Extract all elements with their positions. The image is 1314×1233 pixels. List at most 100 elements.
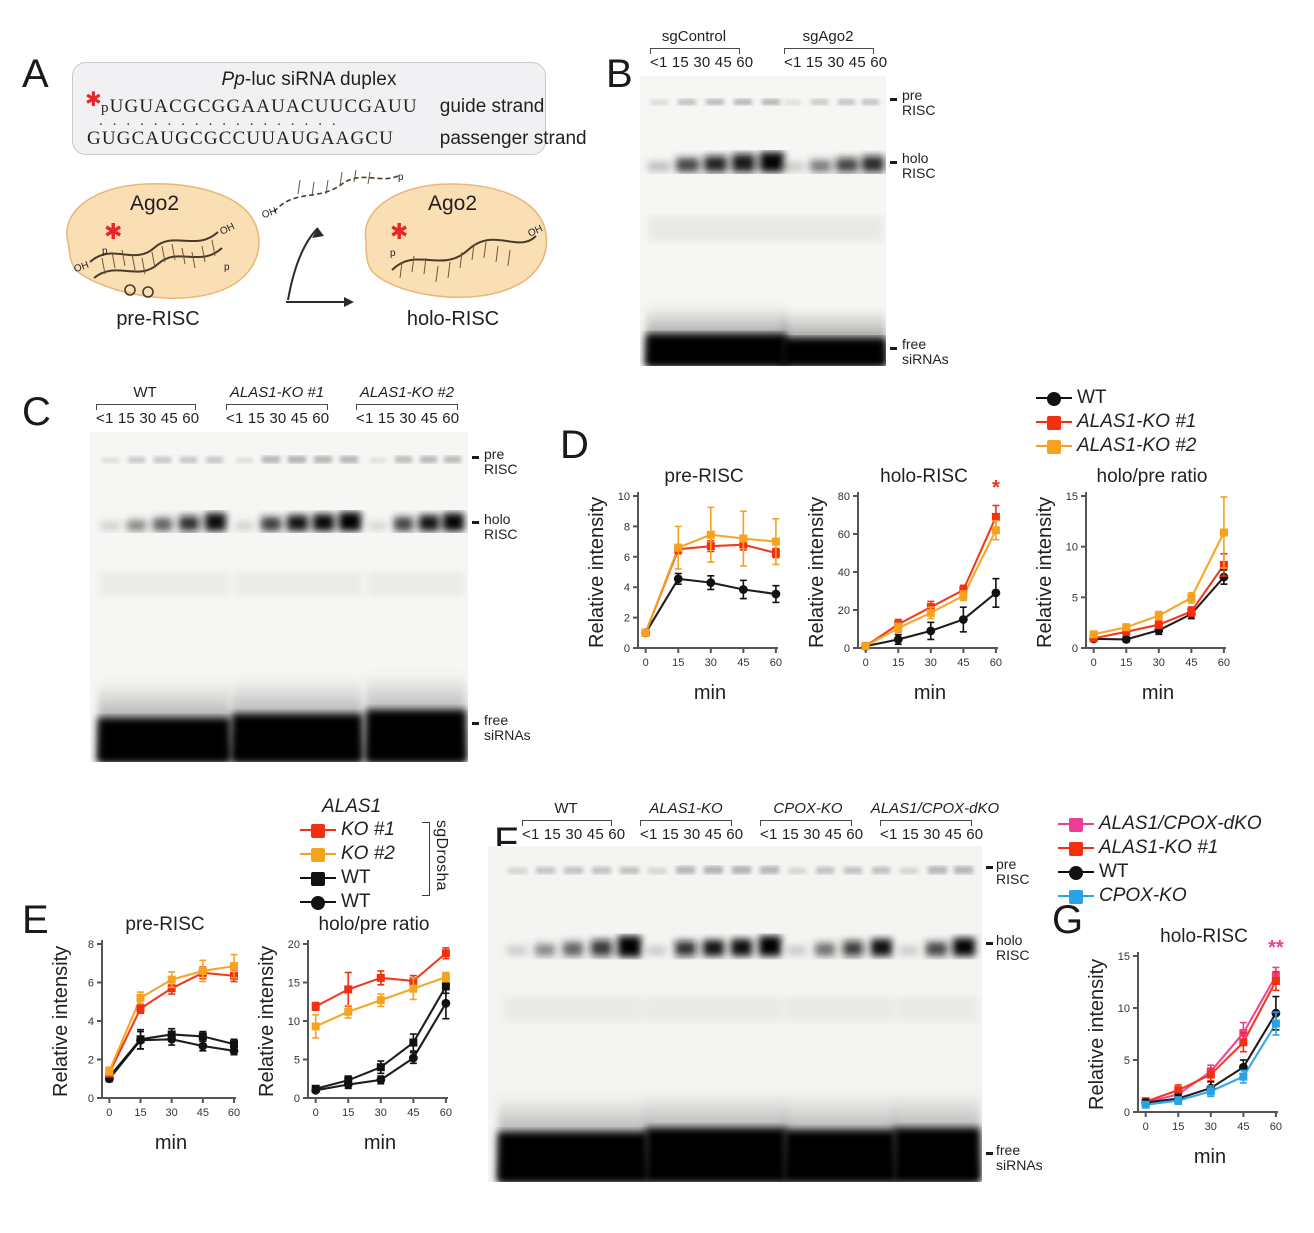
gel-f-tick-free: [986, 1152, 993, 1155]
legend-item[interactable]: ALAS1/CPOX-dKO: [1058, 812, 1262, 836]
legend-item[interactable]: ALAS1-KO #2: [1036, 434, 1196, 458]
svg-text:5: 5: [1124, 1055, 1130, 1067]
svg-text:20: 20: [288, 939, 300, 951]
svg-text:60: 60: [770, 657, 782, 669]
gel-c-group-1: ALAS1-KO #1: [229, 384, 325, 401]
p-label-left: p: [102, 246, 108, 257]
svg-text:10: 10: [1066, 542, 1078, 554]
gel-c-bracket-2: [356, 404, 458, 410]
chart-xlabel: min: [154, 1132, 188, 1154]
panel-label-d: D: [560, 423, 589, 467]
gel-c-tick-holo: [472, 521, 479, 524]
chart-E2: 0 5 10 15 20 0 15 30 45 60: [288, 939, 452, 1119]
legend-label: CPOX-KO: [1099, 885, 1187, 906]
svg-text:*: *: [992, 477, 1000, 499]
gel-b-bracket-0: [650, 48, 740, 54]
legend-marker-icon: [300, 844, 336, 864]
chart-ylabel: Relative intensity: [1086, 958, 1108, 1110]
legend-panel-g: ALAS1/CPOX-dKO ALAS1-KO #1 WT CPOX-KO: [1058, 812, 1262, 908]
svg-text:5: 5: [294, 1055, 300, 1067]
legend-marker-icon: [1058, 838, 1094, 858]
gel-b-bracket-1: [784, 48, 874, 54]
legend-marker-icon: [300, 820, 336, 840]
panel-label-e: E: [22, 898, 49, 942]
svg-text:0: 0: [643, 657, 649, 669]
passenger-strand-label: passenger strand: [439, 128, 587, 149]
legend-item[interactable]: WT: [1036, 386, 1196, 410]
legend-item[interactable]: ALAS1-KO #1: [1058, 836, 1262, 860]
svg-text:10: 10: [1118, 1003, 1130, 1015]
svg-text:5: 5: [1072, 592, 1078, 604]
holo-risc-caption: holo-RISC: [406, 308, 500, 330]
legend-marker-icon: [1058, 862, 1094, 882]
gel-b-tick-pre: [890, 98, 897, 101]
legend-panel-e: KO #1 KO #2 WT WT: [300, 818, 395, 914]
legend-item[interactable]: ALAS1-KO #1: [1036, 410, 1196, 434]
p-label-right: p: [390, 248, 396, 259]
svg-text:10: 10: [288, 1016, 300, 1028]
gel-c-label-free: free siRNAs: [484, 712, 531, 744]
svg-text:15: 15: [342, 1107, 354, 1119]
chart-G1: 0 5 10 15 0 15 30 45 60 **: [1118, 937, 1284, 1133]
gel-f-tick-holo: [986, 942, 993, 945]
legend-item[interactable]: CPOX-KO: [1058, 884, 1262, 908]
gel-b-label-holo: holo RISC: [902, 150, 936, 182]
chart-D3: 0 5 10 15 0 15 30 45 60: [1066, 491, 1230, 669]
guide-phosphate: p: [101, 100, 110, 116]
chart-E1: 0 2 4 6 8 0 15 30 45 60: [88, 939, 240, 1119]
legend-item[interactable]: WT: [1058, 860, 1262, 884]
svg-text:15: 15: [1120, 657, 1132, 669]
gel-b-label-pre: pre RISC: [902, 87, 936, 119]
passenger-sequence: GUGCAUGCGCCUUAUGAAGCU: [87, 127, 395, 149]
legend-label: ALAS1/CPOX-dKO: [1099, 813, 1262, 834]
gel-f-bracket-0: [522, 820, 612, 826]
chart-xlabel: min: [363, 1132, 397, 1154]
ago2-label-left: Ago2: [130, 192, 180, 215]
gel-c-tick-free: [472, 722, 479, 725]
chart-title: holo/pre ratio: [318, 914, 430, 935]
svg-text:45: 45: [1185, 657, 1197, 669]
svg-text:45: 45: [737, 657, 749, 669]
chart-title: pre-RISC: [125, 914, 205, 935]
chart-D2: 0 20 40 60 80 0 15 30 45 60 *: [838, 477, 1002, 669]
gel-b-timepoints-1: <1 15 30 45 60: [784, 54, 888, 71]
svg-text:45: 45: [1237, 1121, 1249, 1133]
svg-text:0: 0: [624, 643, 630, 655]
plot-E1: 0 2 4 6 8 0 15 30 45 60 pre-RISC min Relative intens…: [50, 914, 246, 1154]
p-label-left2: p: [224, 262, 230, 273]
plot-E2: 0 5 10 15 20 0 15 30 45 60 holo/pre ratio min Relati…: [256, 914, 458, 1154]
legend-marker-icon: [1036, 436, 1072, 456]
gel-f-bracket-3: [880, 820, 972, 826]
legend-item[interactable]: WT: [300, 866, 395, 890]
legend-marker-icon: [300, 868, 336, 888]
svg-text:15: 15: [1066, 491, 1078, 503]
legend-item[interactable]: KO #2: [300, 842, 395, 866]
duplex-title-italic: Pp: [221, 69, 245, 90]
chart-ylabel: Relative intensity: [1034, 496, 1056, 648]
svg-text:20: 20: [838, 605, 850, 617]
chart-title: holo/pre ratio: [1096, 466, 1208, 487]
legend-label: ALAS1-KO #2: [1077, 435, 1197, 456]
legend-marker-icon: [1036, 412, 1072, 432]
legend-item[interactable]: KO #1: [300, 818, 395, 842]
svg-text:45: 45: [197, 1107, 209, 1119]
svg-text:0: 0: [88, 1093, 94, 1105]
legend-label: KO #1: [341, 819, 395, 840]
gel-c-label-pre: pre RISC: [484, 446, 518, 478]
legend-item[interactable]: WT: [300, 890, 395, 914]
chart-xlabel: min: [693, 682, 727, 704]
gel-f-bracket-1: [640, 820, 732, 826]
risc-schematic: Ago2 Ago2 ✱ ✱ OH OH OH p p p p OH: [50, 169, 550, 330]
legend-label: ALAS1-KO #1: [1099, 837, 1219, 858]
svg-text:30: 30: [705, 657, 717, 669]
chart-title: holo-RISC: [1160, 926, 1248, 947]
gel-c-timepoints-1: <1 15 30 45 60: [226, 410, 330, 427]
chart-ylabel: Relative intensity: [586, 496, 608, 648]
gel-c-label-holo: holo RISC: [484, 511, 518, 543]
svg-text:45: 45: [957, 657, 969, 669]
ago2-label-right: Ago2: [428, 192, 478, 215]
svg-text:4: 4: [624, 582, 630, 594]
gel-b-group-0: sgControl: [661, 28, 727, 45]
chart-ylabel: Relative intensity: [256, 945, 278, 1097]
legend-marker-icon: [1036, 388, 1072, 408]
